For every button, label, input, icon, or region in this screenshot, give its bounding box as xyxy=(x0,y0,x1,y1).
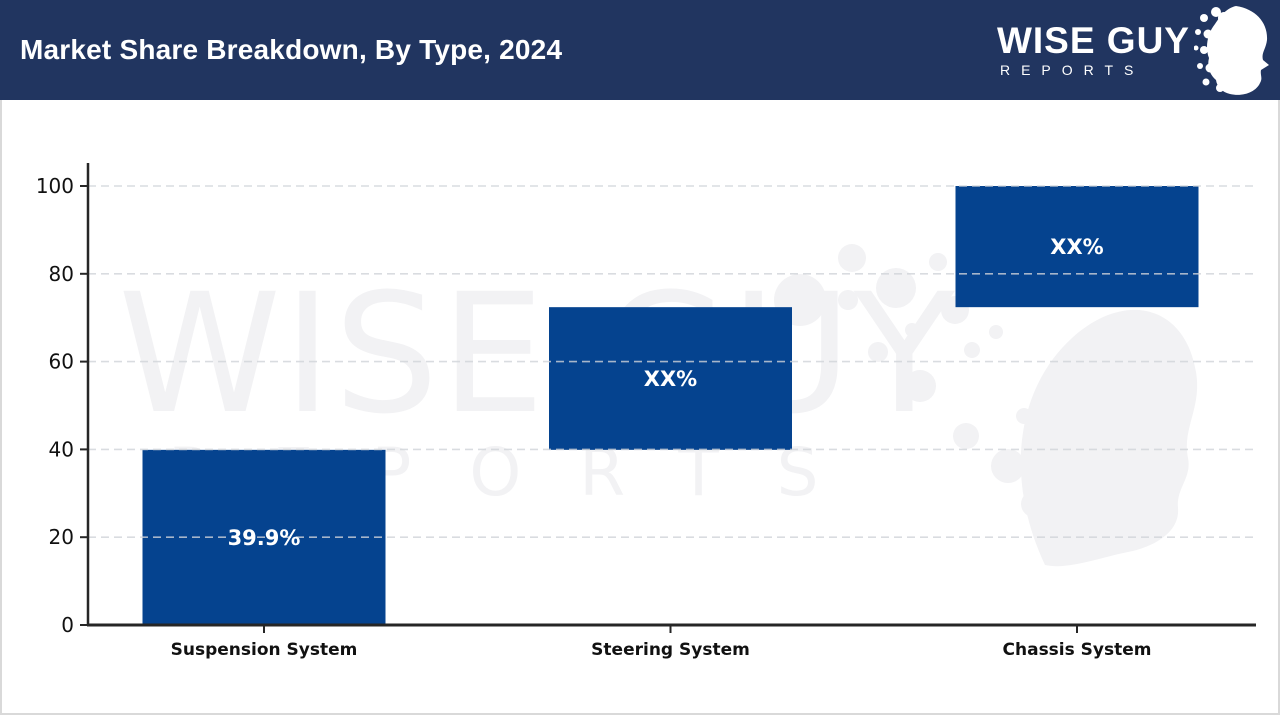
wiseguy-logo: WISE GUY REPORTS xyxy=(997,4,1272,96)
wiseguy-face-icon xyxy=(1194,6,1269,95)
bar-value-label-chassis-system: XX% xyxy=(1050,235,1103,259)
bar-steering-system xyxy=(549,307,792,450)
y-tick-label: 100 xyxy=(36,174,74,198)
header-banner: Market Share Breakdown, By Type, 2024 WI… xyxy=(0,0,1280,100)
page-title: Market Share Breakdown, By Type, 2024 xyxy=(20,34,563,65)
y-tick-label: 40 xyxy=(49,437,74,461)
x-category-label-steering-system: Steering System xyxy=(591,640,750,660)
y-tick-label: 60 xyxy=(49,350,74,374)
x-category-label-chassis-system: Chassis System xyxy=(1003,640,1152,660)
logo-subtitle: REPORTS xyxy=(999,62,1145,78)
y-tick-label: 80 xyxy=(49,262,74,286)
y-tick-label: 0 xyxy=(61,613,74,637)
y-tick-label: 20 xyxy=(49,525,74,549)
content-frame xyxy=(0,100,1280,715)
wiseguy-logo-text: WISE GUY REPORTS xyxy=(997,22,1190,78)
bar-value-label-steering-system: XX% xyxy=(644,367,697,391)
bar-chassis-system xyxy=(955,186,1199,308)
logo-wordmark: WISE GUY xyxy=(996,20,1190,61)
x-category-label-suspension-system: Suspension System xyxy=(171,640,358,660)
bar-value-label-suspension-system: 39.9% xyxy=(228,526,301,550)
